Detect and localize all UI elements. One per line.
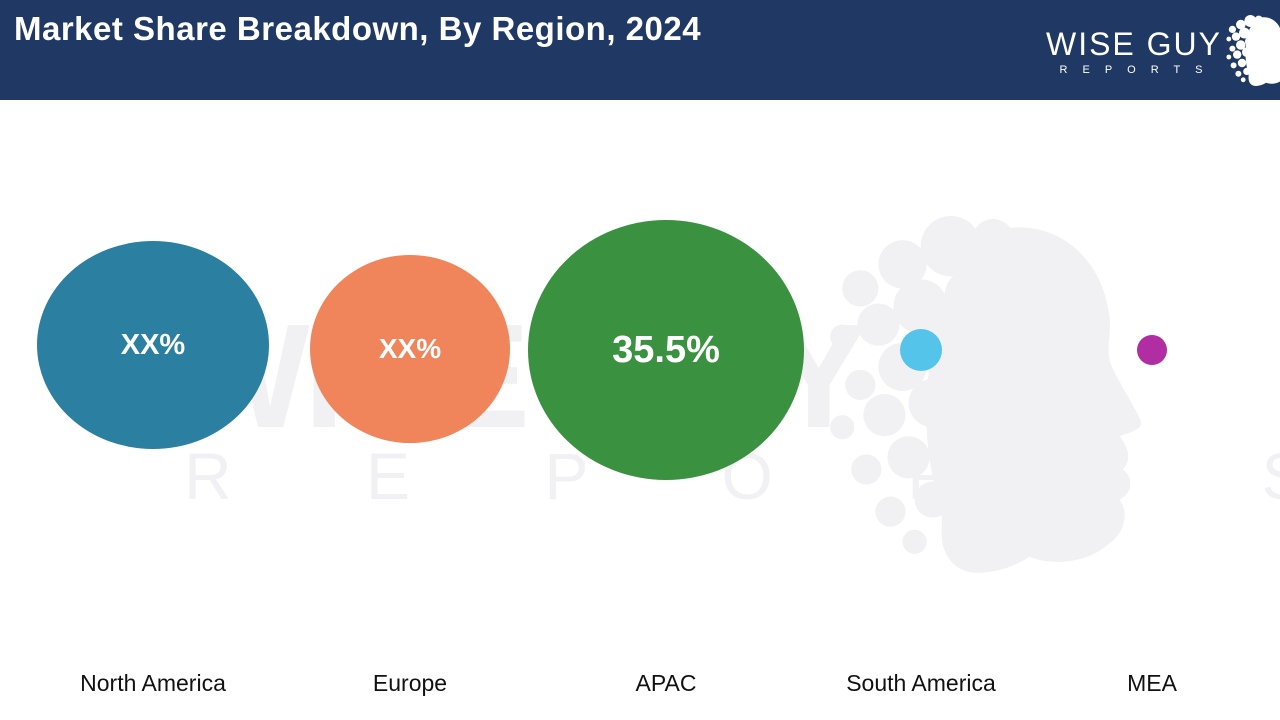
bubble-apac: 35.5%: [528, 220, 804, 480]
category-label-apac: APAC: [635, 670, 697, 696]
bubble-south-america: [900, 329, 942, 371]
category-label-south-america: South America: [846, 670, 996, 696]
watermark-head-icon: [818, 216, 1150, 578]
bubble-chart: WISE GUY R E P O R T S XX% XX% 35.5% North…: [0, 100, 1280, 720]
bubble-europe: XX%: [310, 255, 510, 443]
wiseguy-head-icon: [1224, 15, 1280, 87]
logo-subtext: R E P O R T S: [1059, 64, 1209, 76]
category-label-mea: MEA: [1127, 670, 1177, 696]
page-title: Market Share Breakdown, By Region, 2024: [14, 10, 702, 47]
category-label-europe: Europe: [372, 670, 448, 696]
logo-text: WISE GUY R E P O R T S: [1046, 26, 1222, 76]
category-label-north-america: North America: [80, 670, 226, 696]
logo-wordmark: WISE GUY: [1045, 26, 1222, 62]
bubble-value-label: XX%: [120, 328, 186, 361]
header-bar: Market Share Breakdown, By Region, 2024 …: [0, 0, 1280, 100]
bubble-mea: [1137, 335, 1167, 365]
bubble-value-label: XX%: [378, 333, 442, 364]
wiseguy-logo: WISE GUY R E P O R T S: [1046, 8, 1276, 94]
bubble-value-label: 35.5%: [612, 328, 720, 371]
bubble-north-america: XX%: [37, 241, 269, 449]
